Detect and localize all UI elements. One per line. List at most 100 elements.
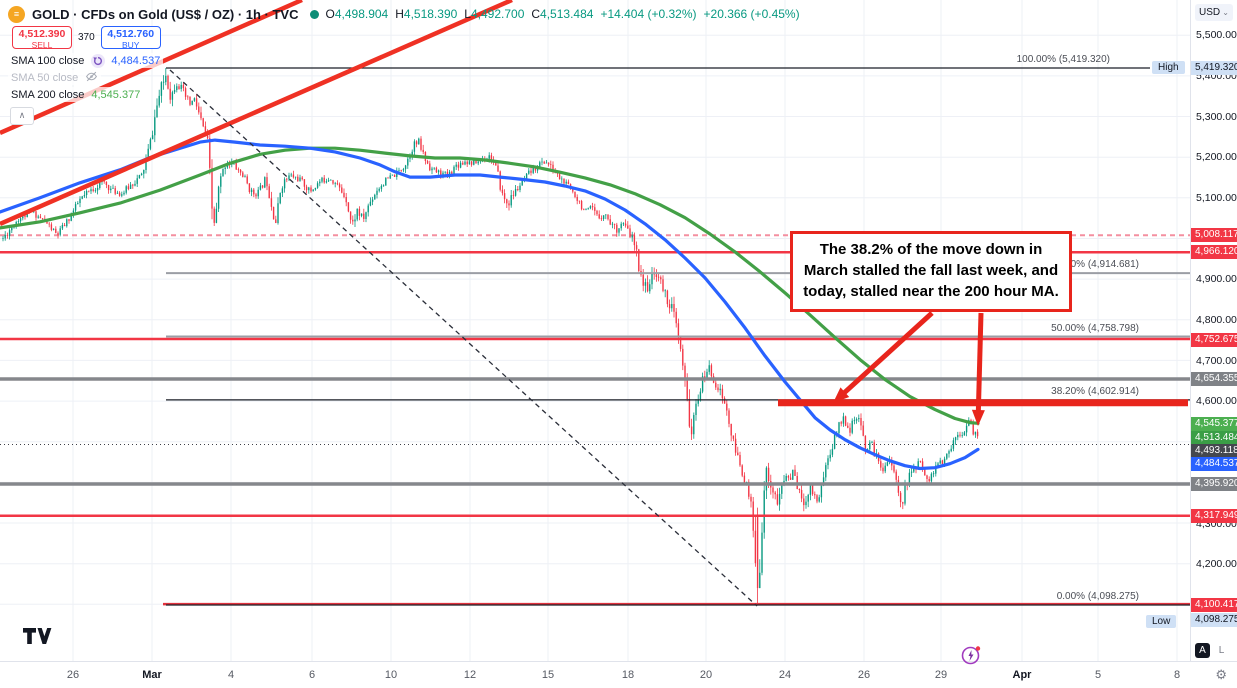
price-axis-badge: 5,419.320 xyxy=(1191,61,1237,75)
time-axis-label: 26 xyxy=(66,669,80,681)
annotation-text: The 38.2% of the move down in March stal… xyxy=(803,241,1059,300)
red-arrow-shaft[interactable] xyxy=(840,311,934,397)
currency-label: USD xyxy=(1199,7,1221,18)
sma200-label: SMA 200 close xyxy=(11,88,85,101)
market-open-flash-icon[interactable] xyxy=(961,645,981,665)
trend-channel-line[interactable] xyxy=(0,0,513,227)
time-axis-label: 4 xyxy=(227,669,235,681)
sma200-value: 4,545.377 xyxy=(91,88,141,101)
tradingview-logo[interactable] xyxy=(22,627,52,645)
sma100-value: 4,484.537 xyxy=(111,54,161,67)
red-arrow-shaft[interactable] xyxy=(975,312,984,414)
close-label: C xyxy=(531,7,541,21)
price-axis[interactable]: USD ⌄ 5,500.0005,400.0005,300.0005,200.0… xyxy=(1190,0,1237,661)
time-axis-label: 18 xyxy=(621,669,635,681)
low-label: L xyxy=(464,7,471,21)
price-axis-label: 5,100.000 xyxy=(1196,192,1237,204)
price-axis-badge: 4,752.675 xyxy=(1191,333,1237,347)
price-axis-badge: 4,966.120 xyxy=(1191,245,1237,259)
auto-scale-button[interactable]: A xyxy=(1195,643,1210,658)
price-axis-badge: 4,395.920 xyxy=(1191,477,1237,491)
time-axis-label: 29 xyxy=(934,669,948,681)
price-axis-label: 5,200.000 xyxy=(1196,151,1237,163)
dashed-trendline[interactable] xyxy=(169,69,758,607)
sma100-label: SMA 100 close xyxy=(11,54,85,67)
indicator-sma200[interactable]: SMA 200 close 4,545.377 xyxy=(8,87,144,102)
time-axis-label: 24 xyxy=(778,669,792,681)
low-marker-badge: Low xyxy=(1146,615,1177,628)
chart-plot-area[interactable]: ≡ GOLD · CFDs on Gold (US$ / OZ) · 1h · … xyxy=(0,0,1190,665)
symbol-title[interactable]: GOLD · CFDs on Gold (US$ / OZ) · 1h · TV… xyxy=(32,6,299,22)
indicator-sma50[interactable]: SMA 50 close xyxy=(8,70,102,86)
candles-up-wicks xyxy=(2,68,976,589)
gear-icon[interactable]: ⚙ xyxy=(1215,667,1227,682)
sma50-label: SMA 50 close xyxy=(11,71,79,84)
trade-panel: 4,512.390 SELL 370 4,512.760 BUY xyxy=(12,26,161,49)
chart-header: ≡ GOLD · CFDs on Gold (US$ / OZ) · 1h · … xyxy=(8,4,800,24)
price-axis-badge: 4,098.275 xyxy=(1191,613,1237,627)
currency-dropdown[interactable]: USD ⌄ xyxy=(1195,4,1233,21)
fib-label: 61.80% (4,914.681) xyxy=(1051,259,1139,270)
time-axis-label: 12 xyxy=(463,669,477,681)
collapse-legend-button[interactable]: ∧ xyxy=(10,107,34,125)
change-percent: +20.366 (+0.45%) xyxy=(703,7,800,21)
time-axis-label: 8 xyxy=(1173,669,1181,681)
market-status-dot-icon xyxy=(309,9,319,19)
gold-symbol-icon: ≡ xyxy=(8,5,25,23)
buy-price: 4,512.760 xyxy=(107,28,155,40)
change-absolute: +14.404 (+0.32%) xyxy=(600,7,697,21)
ohlc-high: H4,518.390 xyxy=(395,7,457,21)
close-value: 4,513.484 xyxy=(540,7,594,21)
price-chart[interactable] xyxy=(0,0,1190,661)
time-axis[interactable]: 26 Mar 4 6 10 12 15 18 20 24 26 29 Apr 5 8 ⚙ xyxy=(0,661,1237,688)
buy-label: BUY xyxy=(121,39,140,50)
high-marker-badge: High xyxy=(1152,61,1185,74)
fib-label: 100.00% (5,419.320) xyxy=(1016,54,1110,65)
sell-label: SELL xyxy=(31,39,53,50)
open-label: O xyxy=(325,7,335,21)
price-axis-label: 4,800.000 xyxy=(1196,314,1237,326)
high-label: H xyxy=(395,7,404,21)
price-axis-label: 4,600.000 xyxy=(1196,395,1237,407)
time-axis-label: 5 xyxy=(1094,669,1102,681)
eye-off-icon[interactable] xyxy=(85,70,98,86)
axis-buttons: A L xyxy=(1195,643,1229,658)
time-axis-label: Apr xyxy=(1012,669,1032,681)
high-value: 4,518.390 xyxy=(403,7,458,21)
red-arrow-head xyxy=(833,387,850,403)
price-axis-badge: 4,493.118 xyxy=(1191,444,1237,458)
open-value: 4,498.904 xyxy=(334,7,389,21)
sma100-line[interactable] xyxy=(0,138,980,471)
annotation-callout-box[interactable]: The 38.2% of the move down in March stal… xyxy=(790,231,1072,312)
low-value: 4,492.700 xyxy=(470,7,525,21)
time-axis-label: Mar xyxy=(142,669,162,681)
price-axis-label: 4,700.000 xyxy=(1196,355,1237,367)
sell-price: 4,512.390 xyxy=(18,28,66,40)
ohlc-open: O4,498.904 xyxy=(326,7,389,21)
spread-value: 370 xyxy=(78,32,95,43)
time-axis-label: 26 xyxy=(857,669,871,681)
sma200-line[interactable] xyxy=(0,146,980,425)
price-axis-badge: 4,513.484 xyxy=(1191,431,1237,445)
chevron-down-icon: ⌄ xyxy=(1222,8,1229,17)
sell-button[interactable]: 4,512.390 SELL xyxy=(12,26,72,49)
time-axis-label: 20 xyxy=(699,669,713,681)
ohlc-close: C4,513.484 xyxy=(531,7,593,21)
price-axis-badge: 5,008.117 xyxy=(1191,228,1237,242)
price-axis-badge: 4,317.949 xyxy=(1191,509,1237,523)
indicator-sma100[interactable]: SMA 100 close 4,484.537 xyxy=(8,53,164,68)
price-axis-label: 5,300.000 xyxy=(1196,111,1237,123)
red-arrow-head xyxy=(971,409,985,426)
loading-spinner-icon xyxy=(91,53,106,68)
price-axis-badge: 4,484.537 xyxy=(1191,457,1237,471)
buy-button[interactable]: 4,512.760 BUY xyxy=(100,26,161,50)
price-axis-badge: 4,654.355 xyxy=(1191,372,1237,386)
price-axis-badge: 4,100.417 xyxy=(1191,598,1237,612)
price-axis-badge: 4,545.377 xyxy=(1191,417,1237,431)
log-scale-button[interactable]: L xyxy=(1214,643,1229,658)
price-axis-label: 4,900.000 xyxy=(1196,273,1237,285)
indicator-legend: SMA 100 close 4,484.537 SMA 50 close SMA… xyxy=(8,53,164,104)
price-axis-label: 5,500.000 xyxy=(1196,29,1237,41)
fib-label: 0.00% (4,098.275) xyxy=(1056,591,1139,602)
